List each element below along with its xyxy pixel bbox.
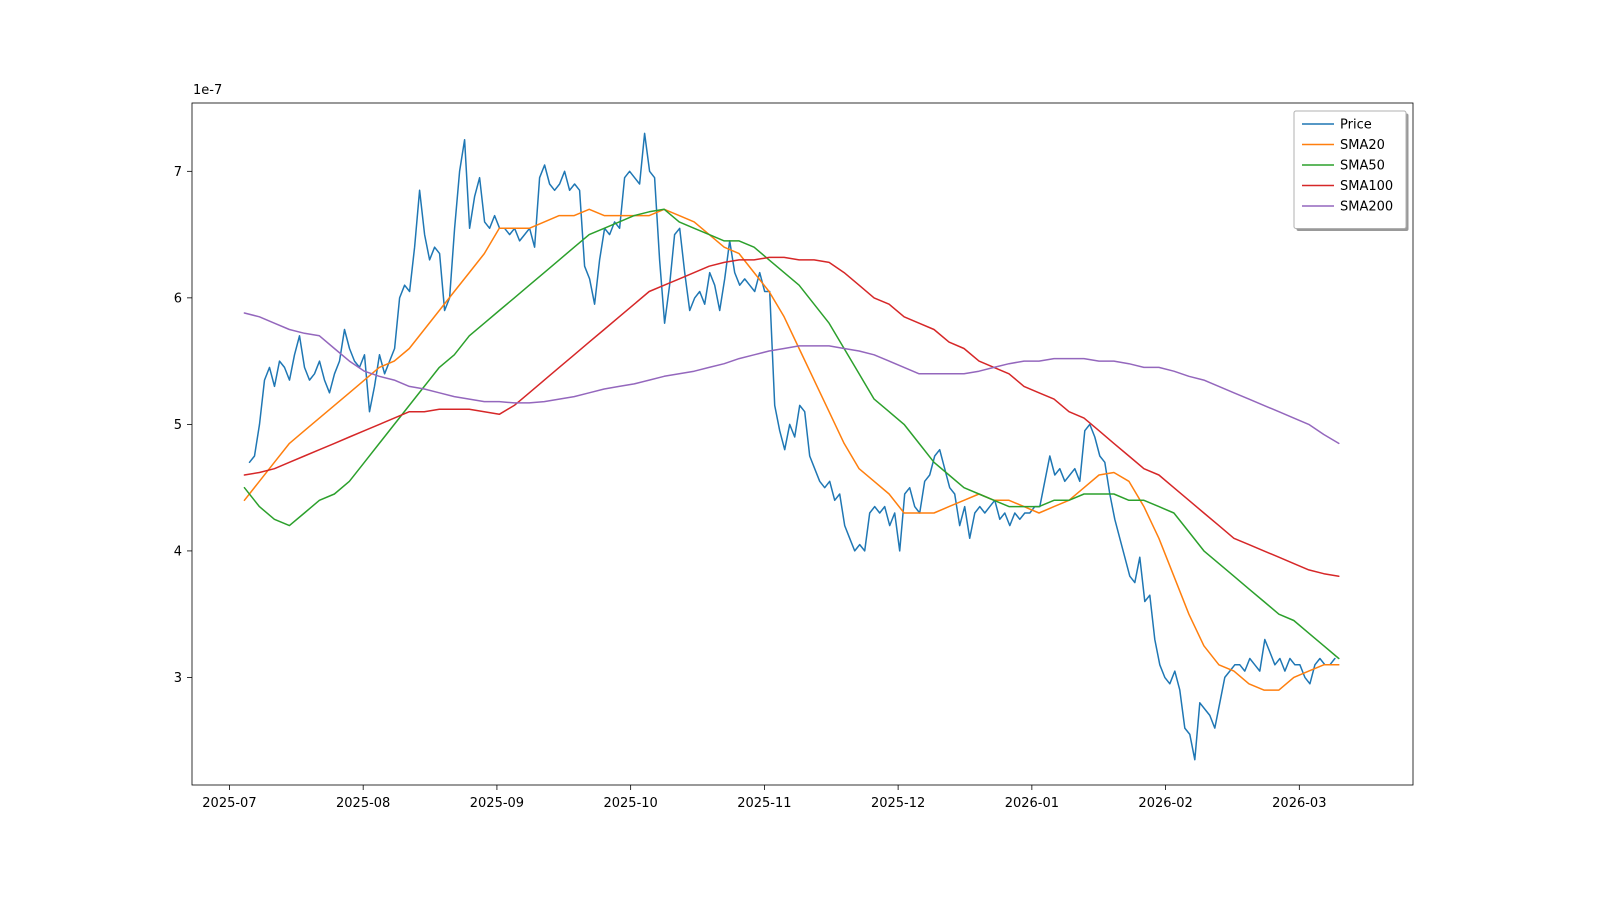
x-tick-label: 2026-01 <box>1005 796 1059 811</box>
legend-label: SMA100 <box>1340 179 1393 194</box>
legend-item-sma200: SMA200 <box>1302 200 1393 215</box>
plot-frame <box>191 102 1414 786</box>
series-sma50-line <box>243 208 1340 660</box>
legend-box <box>1293 110 1407 229</box>
legend-label: SMA50 <box>1340 159 1385 174</box>
x-tick-label: 2025-07 <box>202 796 256 811</box>
legend-label: SMA200 <box>1340 200 1393 215</box>
legend-item-sma50: SMA50 <box>1302 159 1385 174</box>
series-sma100-line <box>243 256 1340 577</box>
x-tick-label: 2025-11 <box>737 796 791 811</box>
legend-item-sma100: SMA100 <box>1302 179 1393 194</box>
x-tick-label: 2026-03 <box>1272 796 1326 811</box>
x-tick-label: 2026-02 <box>1138 796 1192 811</box>
legend-label: SMA20 <box>1340 138 1385 153</box>
legend-item-sma20: SMA20 <box>1302 138 1385 153</box>
y-tick-label: 6 <box>174 291 182 306</box>
y-tick-label: 5 <box>174 418 182 433</box>
y-tick-label: 4 <box>174 544 182 559</box>
legend-item-price: Price <box>1302 118 1372 133</box>
series-price-line <box>248 132 1336 761</box>
x-tick-label: 2025-08 <box>336 796 390 811</box>
x-tick-label: 2025-09 <box>470 796 524 811</box>
axis-offset-label: 1e-7 <box>193 83 222 98</box>
series-sma200-line <box>243 312 1340 445</box>
y-tick-label: 7 <box>174 165 182 180</box>
series-sma20-line <box>243 208 1340 691</box>
legend: Price SMA20 SMA50 SMA100 SMA200 <box>1293 110 1409 231</box>
x-tick-label: 2025-12 <box>871 796 925 811</box>
legend-label: Price <box>1340 118 1372 133</box>
y-tick-label: 3 <box>174 671 182 686</box>
x-tick-label: 2025-10 <box>603 796 657 811</box>
